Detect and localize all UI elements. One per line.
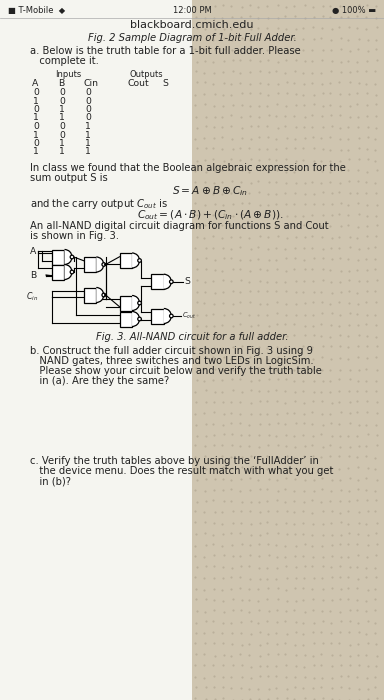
- Text: $S = A \oplus B \oplus C_{in}$: $S = A \oplus B \oplus C_{in}$: [172, 184, 248, 198]
- Text: A: A: [30, 246, 36, 256]
- Text: $C_{out}$: $C_{out}$: [182, 311, 196, 321]
- Text: b. Construct the full adder circuit shown in Fig. 3 using 9: b. Construct the full adder circuit show…: [30, 346, 313, 356]
- Text: 0: 0: [85, 113, 91, 122]
- Text: A: A: [32, 79, 38, 88]
- Bar: [151, 274, 164, 289]
- Text: 1: 1: [33, 97, 39, 106]
- Bar: [84, 288, 96, 302]
- Text: the device menu. Does the result match with what you get: the device menu. Does the result match w…: [30, 466, 333, 476]
- Text: Fig. 2 Sample Diagram of 1-bit Full Adder.: Fig. 2 Sample Diagram of 1-bit Full Adde…: [88, 33, 296, 43]
- Text: $C_{in}$: $C_{in}$: [26, 290, 38, 303]
- Circle shape: [102, 293, 106, 297]
- Text: is shown in Fig. 3.: is shown in Fig. 3.: [30, 231, 119, 241]
- Text: 1: 1: [59, 139, 65, 148]
- Text: ● 100% ▬: ● 100% ▬: [332, 6, 376, 15]
- Text: 1: 1: [85, 122, 91, 131]
- Circle shape: [104, 293, 107, 297]
- Text: 1: 1: [85, 130, 91, 139]
- Text: ■ T-Mobile  ◆: ■ T-Mobile ◆: [8, 6, 65, 15]
- Text: 1: 1: [33, 148, 39, 157]
- Text: 0: 0: [59, 130, 65, 139]
- Circle shape: [104, 263, 107, 266]
- Bar: [52, 249, 65, 265]
- Text: in (a). Are they the same?: in (a). Are they the same?: [30, 376, 169, 386]
- Text: 1: 1: [59, 105, 65, 114]
- Text: 0: 0: [85, 105, 91, 114]
- Text: An all-NAND digital circuit diagram for functions S and Cout: An all-NAND digital circuit diagram for …: [30, 221, 329, 231]
- Text: c. Verify the truth tables above by using the ‘FullAdder’ in: c. Verify the truth tables above by usin…: [30, 456, 319, 466]
- Circle shape: [169, 280, 173, 284]
- Bar: [119, 312, 132, 326]
- Text: 1: 1: [33, 130, 39, 139]
- Circle shape: [138, 301, 141, 304]
- Circle shape: [138, 317, 141, 321]
- Text: complete it.: complete it.: [30, 56, 99, 66]
- Circle shape: [70, 270, 74, 274]
- Wedge shape: [96, 257, 104, 272]
- Bar: [84, 257, 96, 272]
- Text: 1: 1: [59, 148, 65, 157]
- Wedge shape: [164, 274, 171, 289]
- Text: Inputs: Inputs: [55, 70, 81, 79]
- Text: 0: 0: [59, 97, 65, 106]
- Text: S: S: [184, 277, 190, 286]
- Text: Cin: Cin: [84, 79, 99, 88]
- Bar: [52, 265, 65, 279]
- Text: 0: 0: [33, 139, 39, 148]
- Wedge shape: [132, 253, 139, 268]
- Text: Please show your circuit below and verify the truth table: Please show your circuit below and verif…: [30, 366, 322, 376]
- Text: a. Below is the truth table for a 1-bit full adder. Please: a. Below is the truth table for a 1-bit …: [30, 46, 301, 56]
- Wedge shape: [132, 295, 139, 311]
- Circle shape: [102, 262, 106, 266]
- Wedge shape: [65, 265, 72, 279]
- Bar: [119, 295, 132, 311]
- Bar: [119, 253, 132, 268]
- Text: 0: 0: [85, 88, 91, 97]
- Wedge shape: [65, 249, 72, 265]
- Text: 0: 0: [59, 88, 65, 97]
- Text: 0: 0: [59, 122, 65, 131]
- Text: $C_{out} = (A \cdot B) + (C_{in} \cdot (A \oplus B)).$: $C_{out} = (A \cdot B) + (C_{in} \cdot (…: [137, 208, 283, 222]
- Text: In class we found that the Boolean algebraic expression for the: In class we found that the Boolean algeb…: [30, 163, 346, 173]
- Text: Cout: Cout: [128, 79, 150, 88]
- Text: Outputs: Outputs: [130, 70, 164, 79]
- Text: 12:00 PM: 12:00 PM: [173, 6, 211, 15]
- Circle shape: [70, 256, 74, 259]
- Text: B: B: [30, 270, 36, 279]
- Text: 0: 0: [33, 122, 39, 131]
- Text: in (b)?: in (b)?: [30, 476, 71, 486]
- Bar: [192, 0, 384, 700]
- Circle shape: [138, 259, 141, 262]
- Text: 1: 1: [85, 139, 91, 148]
- Text: B: B: [58, 79, 64, 88]
- Wedge shape: [132, 312, 139, 326]
- Bar: [151, 309, 164, 323]
- Text: blackboard.cmich.edu: blackboard.cmich.edu: [130, 20, 254, 30]
- Text: 0: 0: [33, 105, 39, 114]
- Text: Fig. 3. All-NAND circuit for a full adder.: Fig. 3. All-NAND circuit for a full adde…: [96, 332, 288, 342]
- Text: 0: 0: [33, 88, 39, 97]
- Text: 1: 1: [59, 113, 65, 122]
- Text: 1: 1: [33, 113, 39, 122]
- Text: NAND gates, three switches and two LEDs in LogicSim.: NAND gates, three switches and two LEDs …: [30, 356, 314, 366]
- Text: S: S: [162, 79, 168, 88]
- Circle shape: [169, 314, 173, 318]
- Text: 0: 0: [85, 97, 91, 106]
- Text: sum output S is: sum output S is: [30, 173, 108, 183]
- Wedge shape: [164, 309, 171, 323]
- Text: 1: 1: [85, 148, 91, 157]
- Text: and the carry output $C_{out}$ is: and the carry output $C_{out}$ is: [30, 197, 168, 211]
- Wedge shape: [96, 288, 104, 302]
